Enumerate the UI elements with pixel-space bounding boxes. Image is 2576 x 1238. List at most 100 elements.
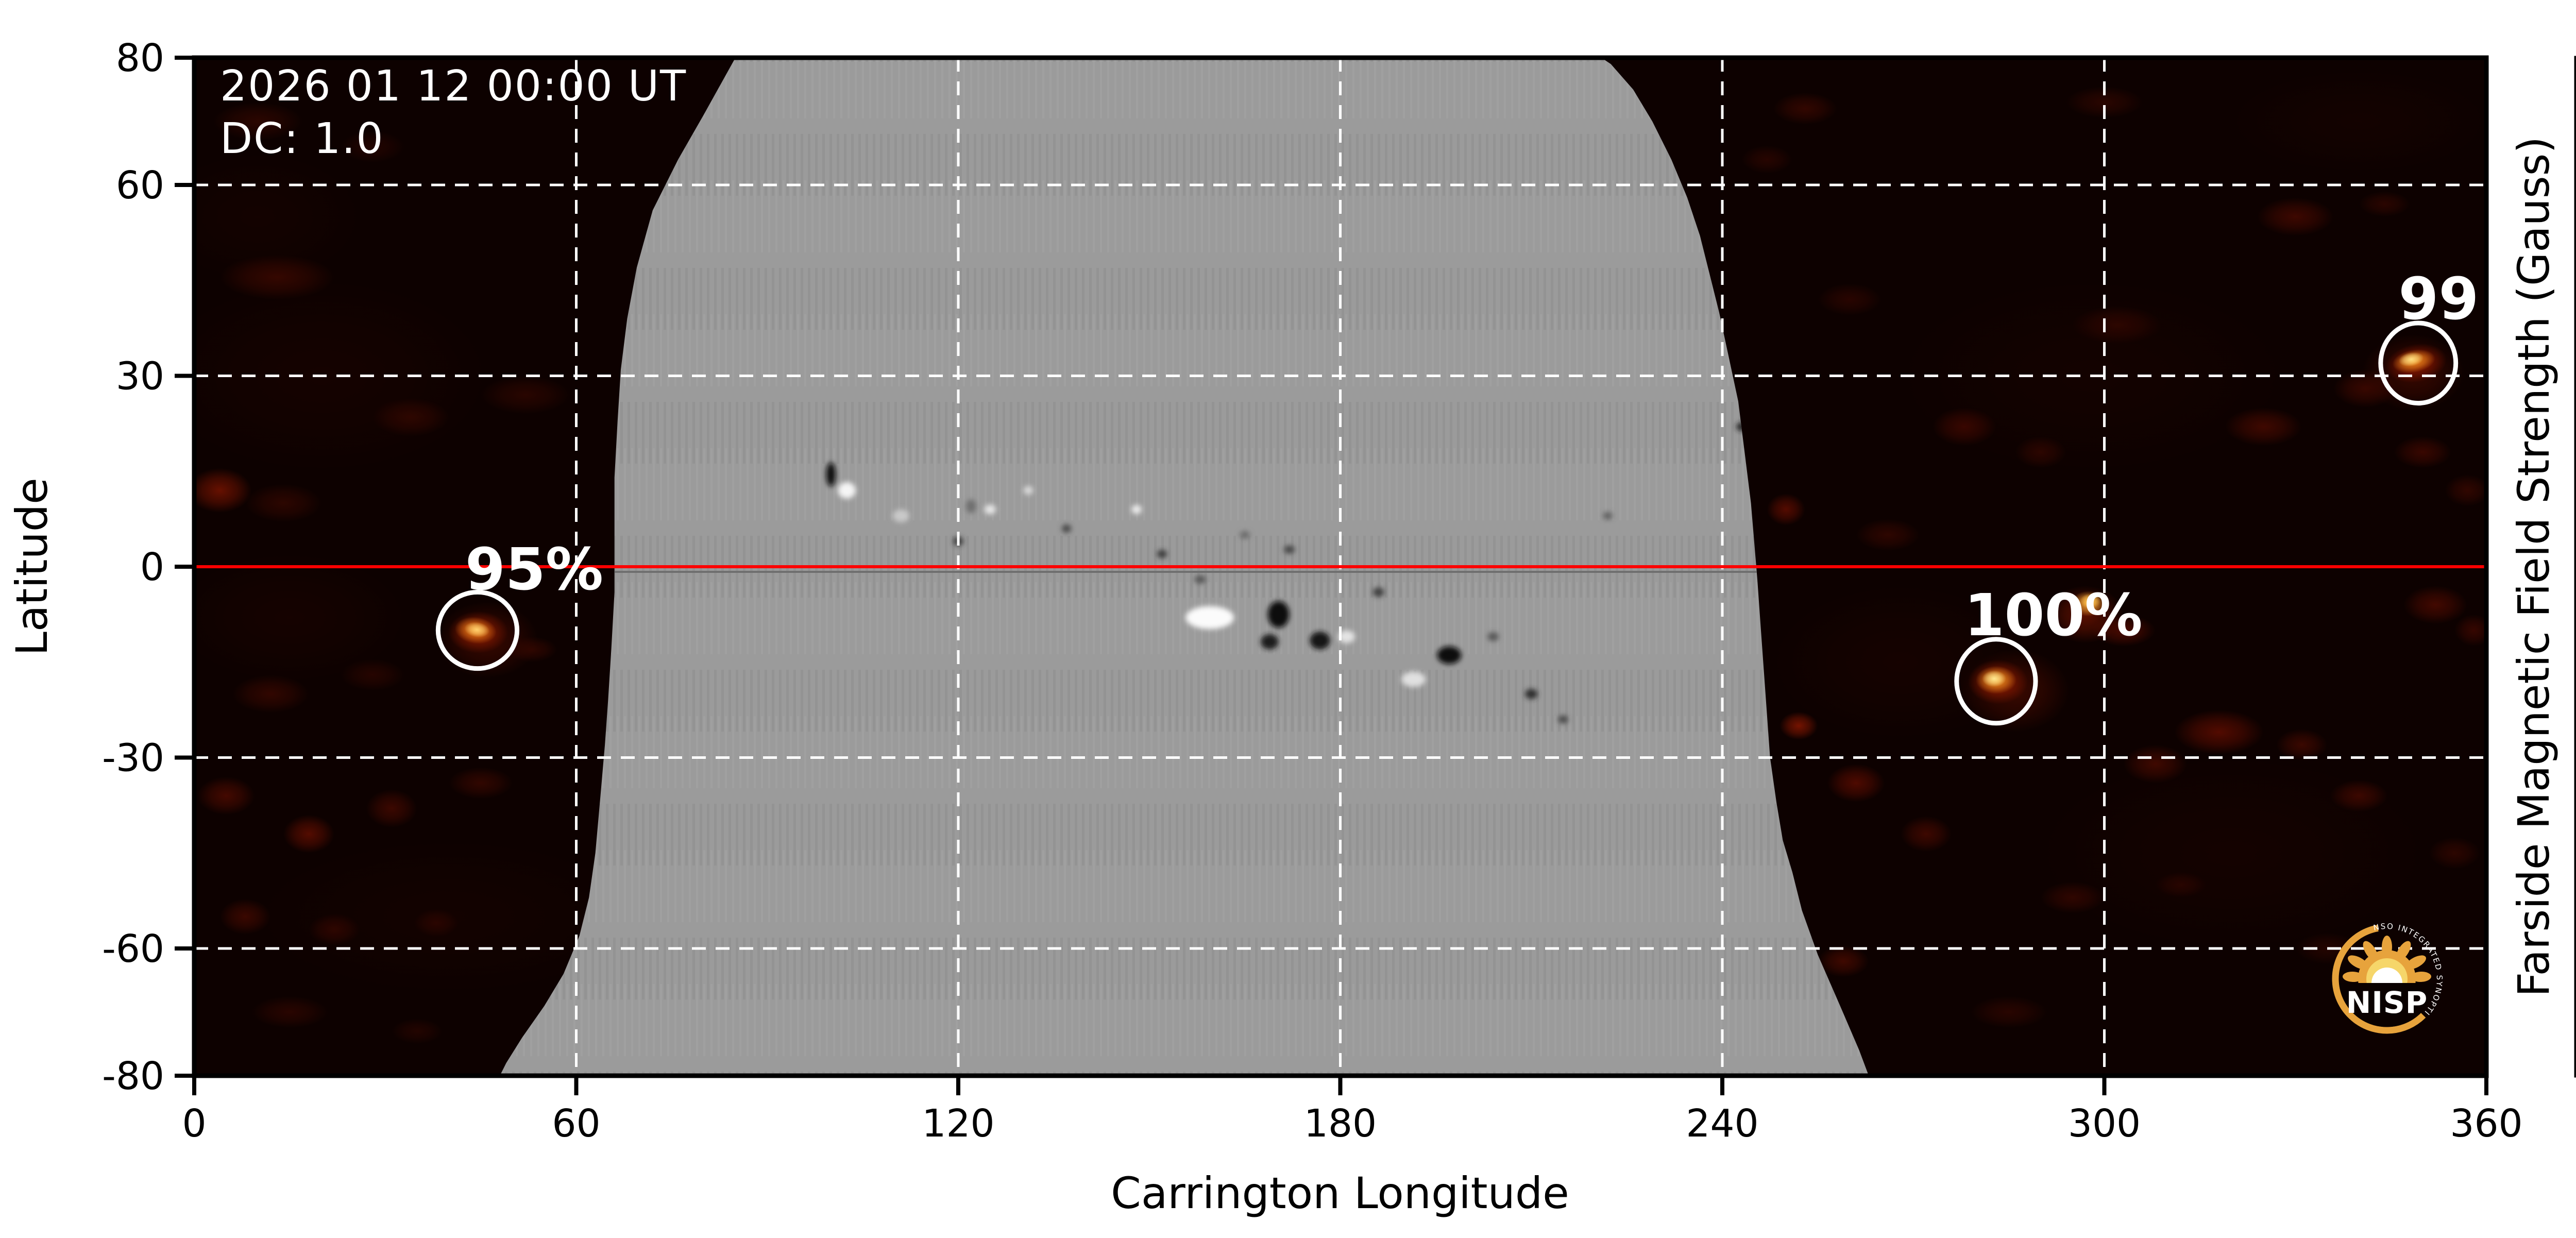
farside-blob <box>464 622 490 638</box>
y-tick-label--60: -60 <box>102 927 164 971</box>
detection-circle-100% <box>1954 637 2038 726</box>
farside-blob <box>2174 709 2264 755</box>
farside-blob <box>481 376 570 414</box>
farside-blob <box>219 255 334 300</box>
farside-blob <box>2080 593 2101 609</box>
y-tick-label-30: 30 <box>116 354 164 399</box>
active-region-speck <box>965 499 976 514</box>
y-tick-label--80: -80 <box>102 1054 164 1098</box>
farside-blob <box>283 815 334 853</box>
farside-blob <box>2276 728 2328 761</box>
x-tick-label-0: 0 <box>182 1101 206 1146</box>
detection-label-100: 100% <box>1964 582 2143 650</box>
farside-blob <box>2040 757 2423 948</box>
detection-circle-99 <box>2378 320 2459 406</box>
x-axis-title: Carrington Longitude <box>1111 1168 1569 1218</box>
farside-blob <box>2015 436 2066 468</box>
y-tick-label--30: -30 <box>102 736 164 781</box>
nisp-logo-svg: NISP NSO INTEGRATED SYNOPTIC PROGRAM <box>2316 905 2443 1034</box>
y-tick-label-0: 0 <box>140 545 164 589</box>
axis-ticks <box>175 56 2488 1095</box>
farside-blob <box>2231 70 2486 173</box>
active-region-speck <box>1437 646 1462 664</box>
farside-blob <box>2072 306 2162 344</box>
x-tick-label-120: 120 <box>922 1101 994 1146</box>
y-tick-label-80: 80 <box>116 36 164 80</box>
farside-blob <box>213 102 303 141</box>
active-region-speck <box>1524 689 1538 699</box>
farside-blob <box>2330 779 2388 812</box>
farside-blob <box>372 398 449 436</box>
farside-blob <box>194 468 252 513</box>
farside-blob <box>392 1018 443 1044</box>
farside-blob <box>414 909 459 937</box>
farside-blob <box>1901 816 1952 852</box>
active-region-speck <box>1603 512 1613 520</box>
farside-blob <box>2091 614 2156 647</box>
farside-blob <box>1741 145 1792 174</box>
farside-blob <box>1970 996 2047 1028</box>
farside-blob <box>366 789 417 828</box>
farside-colorbar-title: Farside Magnetic Field Strength (Gauss) <box>2509 136 2559 997</box>
farside-blob <box>2394 436 2452 468</box>
active-region-speck <box>892 509 909 522</box>
farside-blob <box>2429 837 2480 869</box>
active-region-speck <box>1267 601 1290 628</box>
x-tick-label-240: 240 <box>1686 1101 1758 1146</box>
active-region-speck <box>1185 606 1234 630</box>
active-region-speck <box>1558 715 1568 724</box>
farside-blob <box>219 898 271 935</box>
logo-white-dome <box>2371 968 2402 983</box>
farside-blob <box>341 131 404 163</box>
farside-blob <box>1982 670 2007 687</box>
farside-blob <box>2123 744 2188 783</box>
farside-blob <box>2398 352 2424 367</box>
y-tick-label-60: 60 <box>116 163 164 208</box>
farside-blob-layer <box>194 70 2486 1044</box>
data-coverage-text: DC: 1.0 <box>220 114 384 163</box>
farside-blob <box>2454 614 2486 647</box>
active-region-speck <box>1131 505 1142 514</box>
x-tick-label-180: 180 <box>1304 1101 1377 1146</box>
farside-blob <box>2040 881 2105 914</box>
farside-blob <box>2403 586 2467 624</box>
active-region-speck <box>1401 671 1426 687</box>
logo-ring-arc <box>2332 925 2426 1034</box>
active-region-speck <box>1023 486 1033 495</box>
farside-blob <box>1856 519 1920 551</box>
active-region-speck <box>1338 630 1355 643</box>
farside-blob <box>2359 191 2410 217</box>
farside-blob <box>2225 408 2302 446</box>
active-region-speck <box>1487 632 1499 641</box>
farside-blob <box>1780 711 1818 740</box>
farside-blob <box>1818 945 1869 977</box>
active-region-speck <box>1310 631 1330 650</box>
nisp-logo: NISP NSO INTEGRATED SYNOPTIC PROGRAM <box>2316 905 2454 1046</box>
farside-blob <box>232 674 309 714</box>
farside-blob <box>1818 283 1882 316</box>
x-tick-label-360: 360 <box>2450 1101 2522 1146</box>
farside-blob <box>2257 197 2334 236</box>
logo-acronym-text: NISP <box>2346 985 2428 1020</box>
active-region-speck <box>838 482 856 499</box>
timestamp-text: 2026 01 12 00:00 UT <box>220 62 687 111</box>
farside-blob <box>251 996 328 1028</box>
farside-blob <box>1767 493 1805 525</box>
active-region-speck <box>984 504 996 515</box>
active-region-speck <box>1194 575 1206 584</box>
farside-blob <box>2445 474 2486 506</box>
farside-blob <box>449 767 513 799</box>
farside-blob <box>197 776 255 815</box>
active-region-speck <box>1372 587 1384 597</box>
logo-lower-band <box>2339 983 2435 1027</box>
active-region-speck <box>1240 531 1250 539</box>
active-region-speck <box>1061 524 1072 533</box>
farside-blob <box>245 484 322 522</box>
farside-blob <box>1932 408 1996 446</box>
farside-blob <box>2066 86 2143 118</box>
detection-circle-95% <box>435 589 520 671</box>
farside-blob <box>194 554 404 682</box>
